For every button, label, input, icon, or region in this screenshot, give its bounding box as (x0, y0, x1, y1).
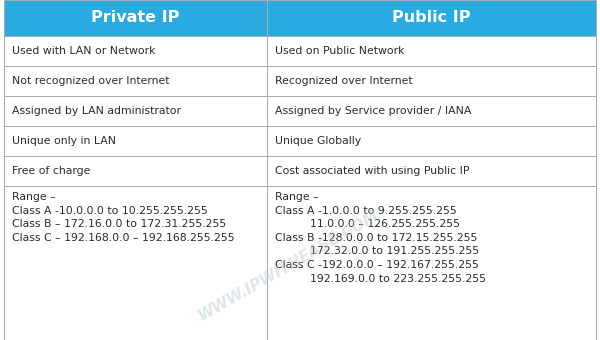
Bar (267, 36, 596, 66)
Text: Private IP: Private IP (91, 11, 179, 26)
Text: Range –
Class A -10.0.0.0 to 10.255.255.255
Class B – 172.16.0.0 to 172.31.255.2: Range – Class A -10.0.0.0 to 10.255.255.… (12, 192, 235, 243)
Text: Assigned by Service provider / IANA: Assigned by Service provider / IANA (275, 106, 472, 116)
Bar (4, 96, 267, 126)
Text: Range –
Class A -1.0.0.0 to 9.255.255.255
          11.0.0.0 – 126.255.255.255
C: Range – Class A -1.0.0.0 to 9.255.255.25… (275, 192, 486, 284)
Bar (4, 66, 267, 96)
Bar (4, 0, 267, 36)
Bar (267, 126, 596, 156)
Text: Recognized over Internet: Recognized over Internet (275, 76, 413, 86)
Bar (267, 0, 596, 36)
Text: Not recognized over Internet: Not recognized over Internet (12, 76, 170, 86)
Bar (267, 156, 596, 186)
Bar (4, 156, 267, 186)
Text: WWW.IPWITHEASE.COM: WWW.IPWITHEASE.COM (195, 207, 381, 323)
Bar (4, 36, 267, 66)
Text: Cost associated with using Public IP: Cost associated with using Public IP (275, 166, 470, 176)
Bar (267, 96, 596, 126)
Bar (4, 186, 267, 340)
Bar (267, 186, 596, 340)
Text: Free of charge: Free of charge (12, 166, 91, 176)
Text: Assigned by LAN administrator: Assigned by LAN administrator (12, 106, 181, 116)
Text: Unique Globally: Unique Globally (275, 136, 361, 146)
Text: Unique only in LAN: Unique only in LAN (12, 136, 116, 146)
Text: Public IP: Public IP (392, 11, 471, 26)
Text: Used on Public Network: Used on Public Network (275, 46, 404, 56)
Text: Used with LAN or Network: Used with LAN or Network (12, 46, 155, 56)
Bar (267, 66, 596, 96)
Bar (4, 126, 267, 156)
